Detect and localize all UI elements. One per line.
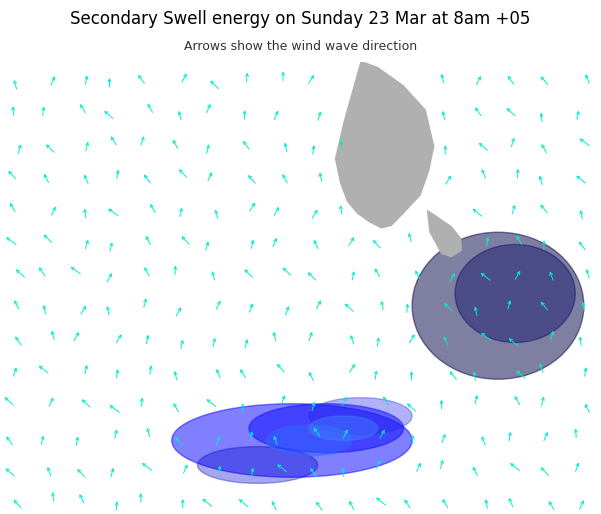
Bar: [0, 61, 601, 514]
Text: Secondary Swell energy on Sunday 23 Mar at 8am +05: Secondary Swell energy on Sunday 23 Mar …: [70, 10, 531, 28]
Ellipse shape: [309, 416, 378, 440]
Ellipse shape: [249, 403, 403, 453]
Ellipse shape: [266, 425, 352, 456]
Ellipse shape: [198, 447, 318, 483]
Ellipse shape: [412, 232, 584, 379]
Ellipse shape: [309, 398, 412, 434]
Polygon shape: [427, 210, 462, 258]
Ellipse shape: [172, 403, 412, 477]
Text: Arrows show the wind wave direction: Arrows show the wind wave direction: [184, 40, 417, 52]
Polygon shape: [335, 61, 435, 229]
Ellipse shape: [455, 245, 575, 342]
